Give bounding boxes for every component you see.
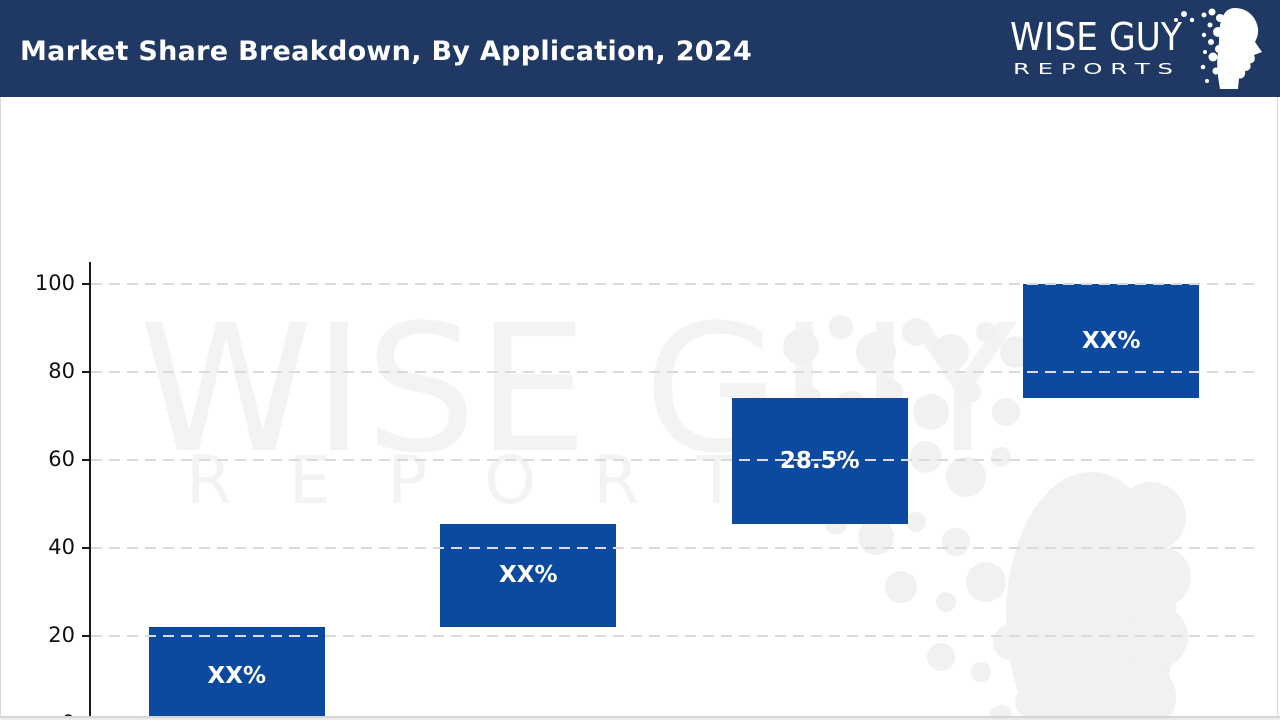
- bar-value-label: 28.5%: [779, 448, 860, 475]
- footer-divider: [0, 716, 1280, 718]
- bar-wastewater-treatment: [1023, 284, 1200, 399]
- y-tick-mark: [82, 459, 89, 461]
- y-tick-mark: [82, 547, 89, 549]
- y-tick-label: 80: [48, 359, 75, 383]
- logo-face-profile: [1217, 8, 1262, 89]
- y-axis-line: [89, 262, 91, 720]
- logo-subtext: R E P O R T S: [1013, 60, 1173, 78]
- bar-value-label: XX%: [207, 662, 266, 689]
- y-tick-mark: [82, 283, 89, 285]
- y-tick-label: 0: [9, 711, 75, 720]
- bar-value-label: XX%: [498, 562, 558, 589]
- gridline-80: [91, 371, 1257, 373]
- page-title: Market Share Breakdown, By Application, …: [20, 36, 753, 67]
- waterfall-chart: XX%XX%28.5%XX%020406080100Pharmaceutical…: [1, 97, 1280, 720]
- watermark-subtext: R E P O R T S: [186, 442, 854, 519]
- logo-wordmark: WISE GUY: [1010, 15, 1183, 59]
- gridline-60: [91, 459, 1257, 461]
- bar-pharmaceuticals: [148, 627, 325, 720]
- y-tick-mark: [82, 371, 89, 373]
- watermark-dots-face: [783, 315, 1191, 717]
- y-tick-label: 40: [48, 535, 75, 559]
- bar-value-label: XX%: [1081, 328, 1141, 355]
- y-tick-label: 20: [48, 623, 75, 647]
- gridline-20: [91, 635, 1257, 637]
- header: Market Share Breakdown, By Application, …: [0, 0, 1280, 97]
- gridline-100: [91, 283, 1257, 285]
- footer-strip: [0, 718, 1280, 720]
- y-tick-label: 60: [48, 447, 75, 471]
- chart-panel: WISE GUY R E P O R T S XX%XX%28.5%XX%020…: [0, 97, 1278, 720]
- gridline-40: [91, 547, 1257, 549]
- bar-chemical-processing: [731, 398, 908, 524]
- y-tick-label: 100: [34, 271, 75, 295]
- y-tick-mark: [82, 635, 89, 637]
- wise-guy-logo: WISE GUY R E P O R T S: [1010, 8, 1262, 89]
- bar-food-processing: [440, 523, 617, 628]
